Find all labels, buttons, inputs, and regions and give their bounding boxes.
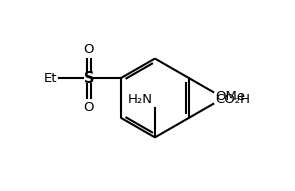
Text: S: S — [84, 71, 94, 86]
Text: CO₂H: CO₂H — [215, 93, 250, 106]
Text: O: O — [84, 43, 94, 56]
Text: O: O — [84, 101, 94, 114]
Text: Et: Et — [44, 72, 57, 85]
Text: H₂N: H₂N — [128, 93, 153, 106]
Text: OMe: OMe — [215, 90, 245, 103]
